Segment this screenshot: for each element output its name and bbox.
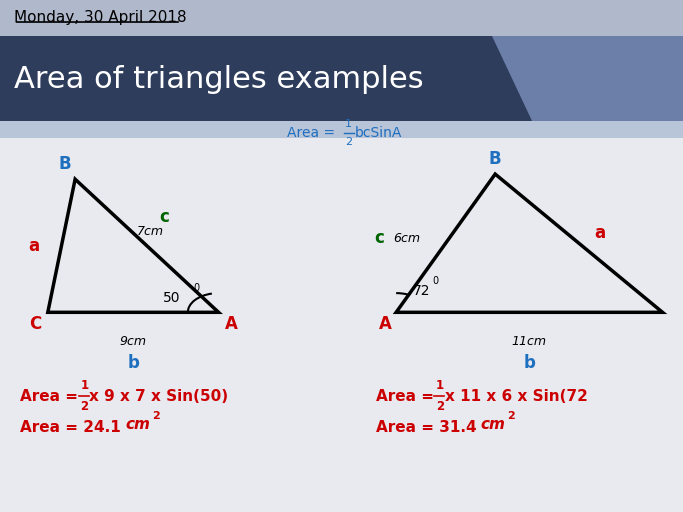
- Text: a: a: [29, 237, 40, 255]
- Text: Area =: Area =: [20, 389, 84, 404]
- Polygon shape: [492, 36, 683, 123]
- Text: 2: 2: [81, 400, 89, 413]
- Text: 1: 1: [436, 379, 444, 392]
- Text: c: c: [159, 208, 169, 226]
- Text: 0: 0: [193, 283, 199, 293]
- Text: Area =: Area =: [376, 389, 439, 404]
- Text: 6cm: 6cm: [393, 231, 420, 245]
- Text: c: c: [374, 229, 384, 247]
- Text: Area of triangles examples: Area of triangles examples: [14, 65, 423, 94]
- Text: 0: 0: [433, 275, 438, 286]
- Text: 1: 1: [81, 379, 89, 392]
- Text: cm: cm: [480, 417, 505, 433]
- Text: 2: 2: [507, 411, 514, 421]
- Text: C: C: [29, 315, 41, 333]
- Text: x 11 x 6 x Sin(72: x 11 x 6 x Sin(72: [445, 389, 587, 404]
- Text: Area =: Area =: [287, 126, 339, 140]
- Text: b: b: [127, 354, 139, 372]
- Text: 7cm: 7cm: [137, 225, 164, 238]
- Text: x 9 x 7 x Sin(50): x 9 x 7 x Sin(50): [89, 389, 229, 404]
- Text: 2: 2: [152, 411, 159, 421]
- Text: bcSinA: bcSinA: [354, 126, 402, 140]
- Text: 72: 72: [413, 284, 431, 298]
- Text: 9cm: 9cm: [120, 335, 147, 348]
- Text: B: B: [58, 155, 70, 173]
- Text: a: a: [594, 224, 605, 242]
- Text: Monday, 30 April 2018: Monday, 30 April 2018: [14, 10, 186, 26]
- Text: B: B: [488, 150, 501, 168]
- Text: Area = 24.1: Area = 24.1: [20, 420, 122, 435]
- Text: 2: 2: [345, 137, 352, 147]
- Text: 50: 50: [163, 291, 181, 305]
- Text: 11cm: 11cm: [512, 335, 547, 348]
- Text: Area = 31.4: Area = 31.4: [376, 420, 476, 435]
- Text: 2: 2: [436, 400, 444, 413]
- Text: cm: cm: [125, 417, 150, 433]
- FancyBboxPatch shape: [0, 121, 683, 138]
- Text: A: A: [225, 315, 238, 333]
- FancyBboxPatch shape: [0, 36, 683, 123]
- Text: 1: 1: [345, 119, 352, 129]
- Text: A: A: [379, 315, 392, 333]
- Text: b: b: [523, 354, 535, 372]
- FancyBboxPatch shape: [0, 0, 683, 36]
